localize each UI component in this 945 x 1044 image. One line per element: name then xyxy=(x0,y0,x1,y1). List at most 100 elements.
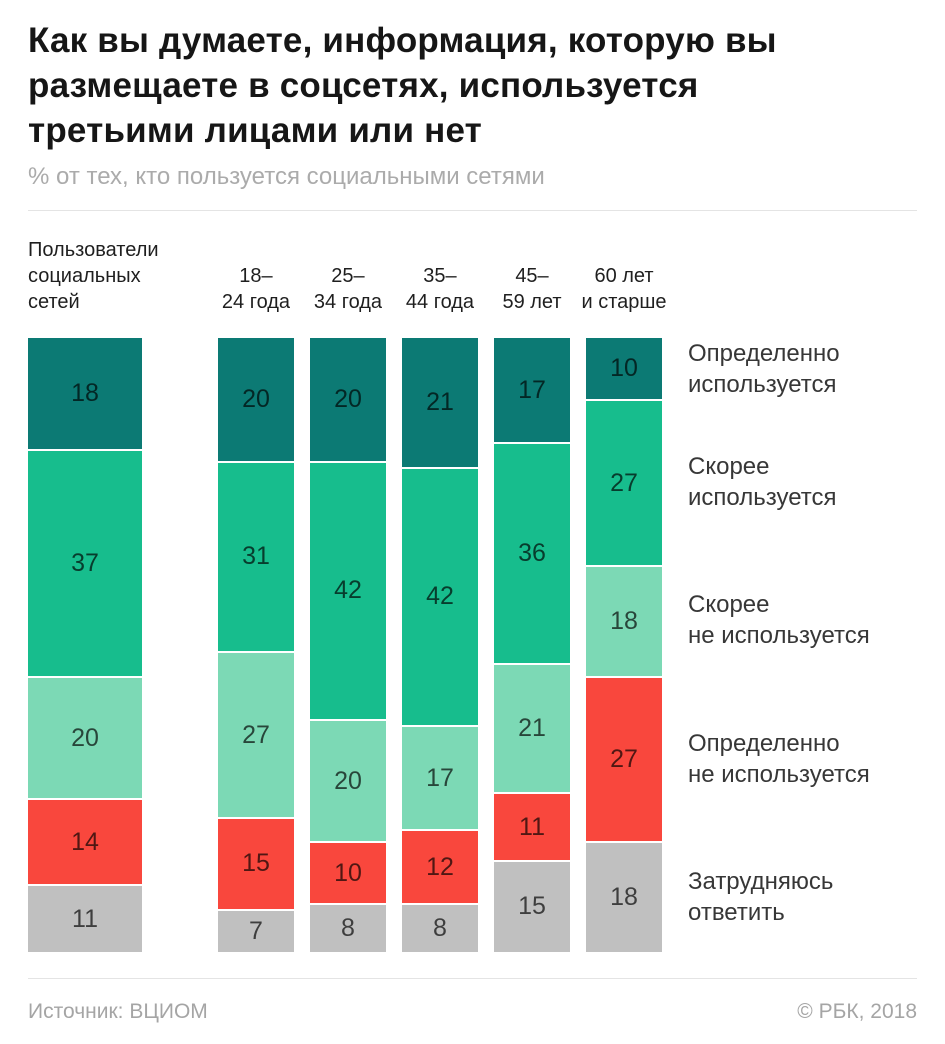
legend-cell: Определенно используется xyxy=(688,338,917,399)
segment-value: 42 xyxy=(426,582,454,611)
chart-title: Как вы думаете, информация, которую вы р… xyxy=(28,21,777,150)
bar-segment: 21 xyxy=(402,338,478,467)
segment-value: 27 xyxy=(242,720,270,749)
segment-value: 8 xyxy=(433,913,447,942)
column-header-age-4: 60 лет и старше xyxy=(581,237,666,315)
chart-subtitle: % от тех, кто пользуется социальными сет… xyxy=(28,163,545,190)
legend-cell: Определенно не используется xyxy=(688,676,917,842)
bar-column-5: 10 27 18 27 18 xyxy=(586,338,662,952)
segment-value: 21 xyxy=(518,714,546,743)
segment-value: 17 xyxy=(426,763,454,792)
bar-segment: 36 xyxy=(494,442,570,664)
segment-value: 10 xyxy=(334,858,362,887)
bar-column-2: 20 42 20 10 8 xyxy=(310,338,386,952)
bar-column-3: 21 42 17 12 8 xyxy=(402,338,478,952)
bar-segment: 10 xyxy=(310,841,386,903)
column-header-age-1: 25– 34 года xyxy=(310,237,386,315)
segment-value: 17 xyxy=(518,375,546,404)
segment-value: 27 xyxy=(610,745,638,774)
legend-label: Определенно используется xyxy=(688,339,840,398)
legend-label: Затрудняюсь ответить xyxy=(688,867,834,926)
top-divider xyxy=(28,210,917,211)
bar-segment: 42 xyxy=(310,460,386,719)
bar-segment: 10 xyxy=(586,338,662,400)
segment-value: 18 xyxy=(610,606,638,635)
column-header-age-2: 35– 44 года xyxy=(402,237,478,315)
bar-column-0: 18 37 20 14 11 xyxy=(28,338,142,952)
segment-value: 14 xyxy=(71,827,99,856)
source-label: Источник: ВЦИОМ xyxy=(28,1000,208,1023)
bar-column-1: 20 31 27 15 7 xyxy=(218,338,294,952)
bar-segment: 18 xyxy=(28,338,142,449)
bar-segment: 21 xyxy=(494,663,570,793)
column-header-label: 35– 44 года xyxy=(405,265,475,313)
bar-segment: 11 xyxy=(494,792,570,860)
segment-value: 11 xyxy=(72,904,98,933)
legend-cell: Скорее используется xyxy=(688,399,917,565)
column-header-age-0: 18– 24 года xyxy=(218,237,294,315)
column-header-label: 45– 59 лет xyxy=(502,265,562,313)
copyright-label: © РБК, 2018 xyxy=(797,1000,917,1023)
bar-segment: 17 xyxy=(402,724,478,830)
bar-segment: 42 xyxy=(402,466,478,725)
segment-value: 31 xyxy=(242,542,270,571)
segment-value: 20 xyxy=(334,766,362,795)
footer: Источник: ВЦИОМ © РБК, 2018 xyxy=(28,1000,917,1024)
segment-value: 15 xyxy=(518,892,546,921)
segment-value: 11 xyxy=(519,812,545,841)
bar-segment: 20 xyxy=(310,718,386,842)
segment-value: 27 xyxy=(610,468,638,497)
segment-value: 37 xyxy=(71,548,99,577)
segment-value: 7 xyxy=(249,916,263,945)
segment-value: 12 xyxy=(426,852,454,881)
bar-segment: 31 xyxy=(218,460,294,652)
column-header-label: Пользователи социальных сетей xyxy=(28,239,159,313)
column-header-users: Пользователи социальных сетей xyxy=(28,237,159,315)
bar-segment: 20 xyxy=(28,675,142,799)
bar-segment: 20 xyxy=(310,338,386,461)
bar-segment: 18 xyxy=(586,565,662,676)
bar-segment: 12 xyxy=(402,829,478,903)
bottom-divider xyxy=(28,978,917,979)
segment-value: 18 xyxy=(71,378,99,407)
segment-value: 36 xyxy=(518,539,546,568)
legend-cell: Скорее не используется xyxy=(688,565,917,676)
bar-segment: 15 xyxy=(494,859,570,952)
segment-value: 15 xyxy=(242,849,270,878)
segment-value: 42 xyxy=(334,576,362,605)
column-header-label: 18– 24 года xyxy=(221,265,291,313)
bar-segment: 11 xyxy=(28,884,142,952)
segment-value: 21 xyxy=(426,387,454,416)
legend-label: Определенно не используется xyxy=(688,729,870,788)
bar-segment: 7 xyxy=(218,908,294,952)
bar-segment: 20 xyxy=(218,338,294,461)
segment-value: 20 xyxy=(242,384,270,413)
segment-value: 20 xyxy=(71,723,99,752)
column-header-label: 25– 34 года xyxy=(313,265,383,313)
legend-cell: Затрудняюсь ответить xyxy=(688,841,917,952)
bar-segment: 8 xyxy=(402,902,478,952)
column-header-age-3: 45– 59 лет xyxy=(494,237,570,315)
header-legend-spacer xyxy=(688,237,917,315)
legend-label: Скорее используется xyxy=(688,453,837,512)
segment-value: 10 xyxy=(610,354,638,383)
bar-segment: 27 xyxy=(586,399,662,566)
bar-segment: 37 xyxy=(28,448,142,676)
stacked-bar-chart: 18 37 20 14 11 20 31 27 15 7 20 42 20 10 8 21 42 17 12 8 17 3… xyxy=(28,338,917,952)
legend: Определенно используется Скорее используе… xyxy=(688,338,917,952)
bar-segment: 17 xyxy=(494,338,570,443)
bar-segment: 27 xyxy=(586,675,662,842)
bar-column-4: 17 36 21 11 15 xyxy=(494,338,570,952)
bar-segment: 15 xyxy=(218,816,294,909)
column-headers: Пользователи социальных сетей 18– 24 года… xyxy=(28,237,917,315)
legend-label: Скорее не используется xyxy=(688,591,870,650)
segment-value: 8 xyxy=(341,913,355,942)
segment-value: 20 xyxy=(334,384,362,413)
bar-segment: 8 xyxy=(310,902,386,952)
segment-value: 18 xyxy=(610,883,638,912)
column-header-label: 60 лет и старше xyxy=(581,265,667,313)
bar-segment: 27 xyxy=(218,651,294,817)
bar-segment: 18 xyxy=(586,841,662,952)
bar-segment: 14 xyxy=(28,798,142,885)
